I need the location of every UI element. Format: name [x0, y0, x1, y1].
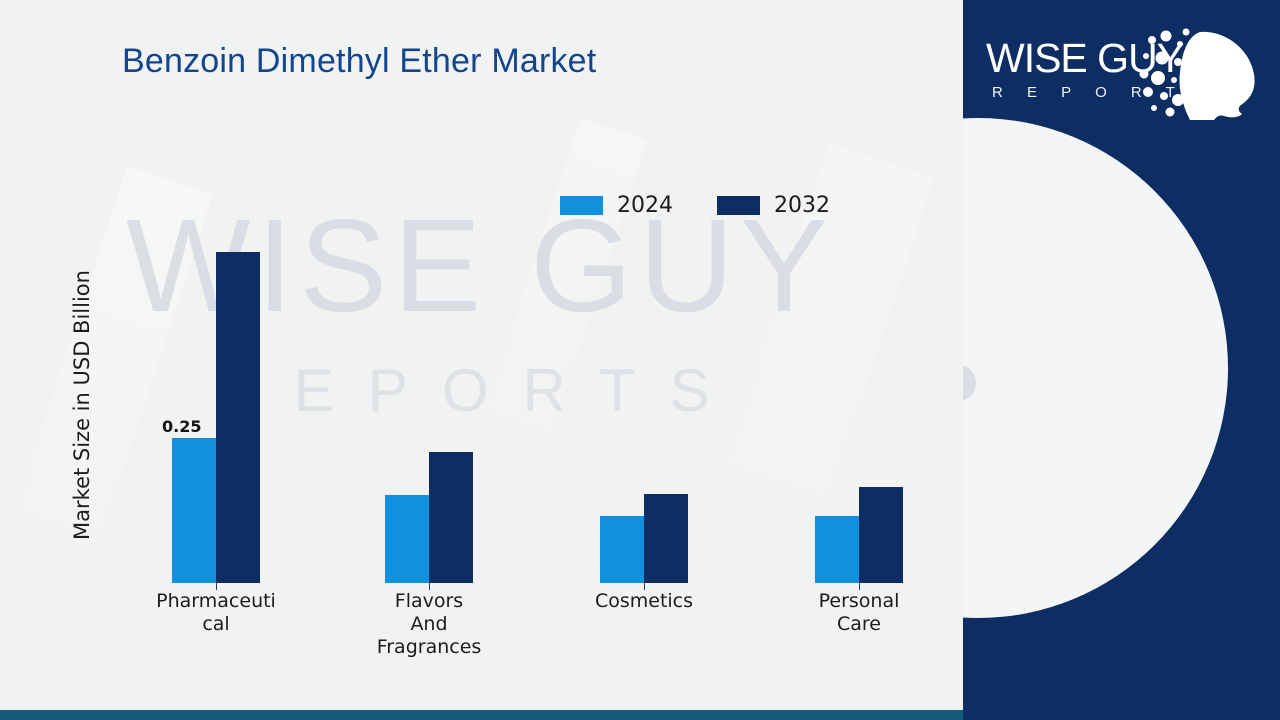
- logo-head-icon: [1139, 28, 1255, 120]
- category-label-line: Fragrances: [376, 636, 482, 658]
- bar-2032-4[interactable]: [859, 487, 903, 583]
- x-axis-category-label: Pharmaceuti cal: [116, 590, 316, 636]
- bar-value-label: 0.25: [162, 417, 202, 436]
- brand-logo: WISE GUY R E P O R T S: [986, 28, 1261, 120]
- legend-swatch-2032: [717, 196, 760, 215]
- category-label-line: And: [410, 613, 448, 635]
- plot-area: 0.25 Pharmaceuti cal Flavors And Fragrances Co…: [116, 252, 959, 659]
- molecule-pattern-icon: [963, 365, 976, 401]
- bar-2024-2[interactable]: [385, 495, 429, 583]
- legend-item-2024[interactable]: 2024: [560, 193, 673, 218]
- bar-2032-1[interactable]: [216, 252, 260, 583]
- x-axis-tick: [644, 583, 645, 590]
- category-label-line: Cosmetics: [594, 590, 694, 612]
- x-axis-category-label: Cosmetics: [544, 590, 744, 613]
- x-axis-tick: [859, 583, 860, 590]
- legend-label-2032: 2032: [774, 193, 830, 218]
- x-axis-tick: [216, 583, 217, 590]
- brand-logo-secondary: R E P O R T S: [992, 84, 1219, 101]
- x-axis-category-label: Personal Care: [759, 590, 959, 636]
- category-label-line: cal: [202, 613, 230, 635]
- bar-2032-2[interactable]: [429, 452, 473, 583]
- brand-panel: WISE GUY R E P O R T S: [963, 0, 1280, 720]
- footer-accent-bar: [0, 710, 963, 720]
- x-axis-category-label: Flavors And Fragrances: [329, 590, 529, 659]
- legend-label-2024: 2024: [617, 193, 673, 218]
- category-label-line: Personal: [818, 590, 900, 612]
- chart-panel: WISE GUY REPORTS Benzoin Dimethyl Ether …: [0, 42, 963, 720]
- bar-2024-3[interactable]: [600, 516, 644, 583]
- page-title: Benzoin Dimethyl Ether Market: [122, 42, 597, 80]
- bar-2024-1[interactable]: [172, 438, 216, 583]
- bar-2032-3[interactable]: [644, 494, 688, 583]
- x-axis-tick: [429, 583, 430, 590]
- legend-swatch-2024: [560, 196, 603, 215]
- category-label-line: Care: [837, 613, 881, 635]
- bar-2024-4[interactable]: [815, 516, 859, 583]
- legend-item-2032[interactable]: 2032: [717, 193, 830, 218]
- category-label-line: Flavors: [394, 590, 464, 612]
- category-label-line: Pharmaceuti: [156, 590, 276, 612]
- chart-legend: 2024 2032: [560, 193, 830, 218]
